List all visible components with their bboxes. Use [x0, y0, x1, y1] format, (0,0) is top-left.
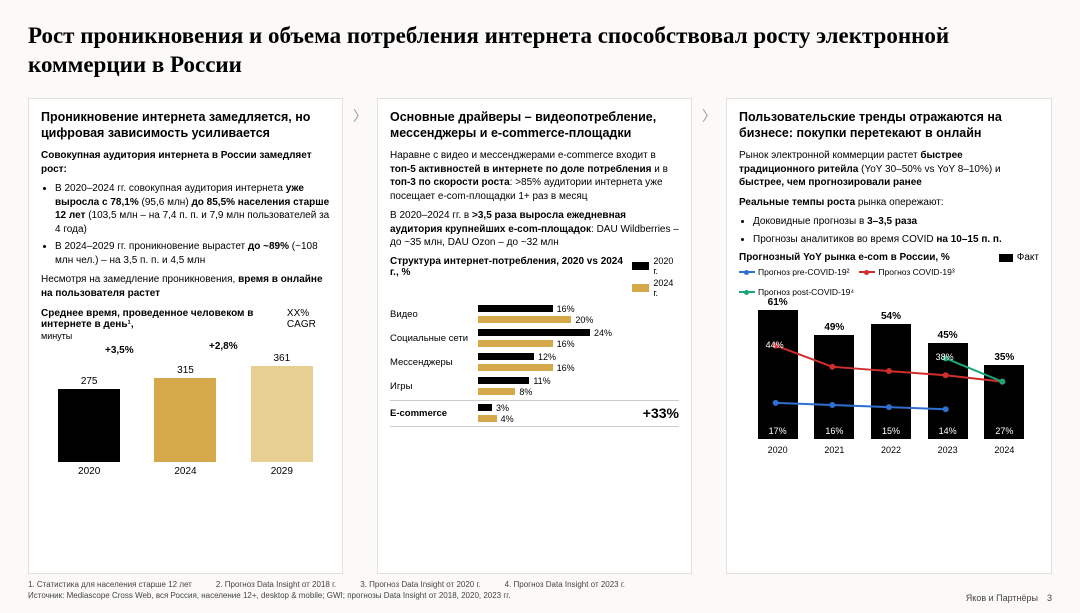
- chart3-legend-item: Прогноз pre-COVID-19²: [739, 267, 849, 277]
- col1-heading: Проникновение интернета замедляется, но …: [41, 109, 330, 142]
- col1-b2: В 2024–2029 гг. проникновение вырастет д…: [55, 240, 330, 267]
- source-line: Источник: Mediascope Cross Web, вся Росс…: [28, 591, 1052, 600]
- col1-bullets: В 2020–2024 гг. совокупная аудитория инт…: [41, 182, 330, 267]
- fact-swatch-icon: [999, 254, 1013, 262]
- chart1-title: Среднее время, проведенное человеком в и…: [41, 308, 287, 330]
- col3-heading: Пользовательские тренды отражаются на би…: [739, 109, 1039, 142]
- chart3-title: Прогнозный YoY рынка e-com в России, %: [739, 252, 950, 263]
- page-title: Рост проникновения и объема потребления …: [28, 22, 1052, 80]
- chart2-legend-item: 2024 г.: [632, 278, 679, 298]
- chart1-bar: 2752020: [54, 376, 124, 477]
- chart1-subtitle: минуты: [41, 331, 330, 341]
- col1-tail: Несмотря на замедление проникновения, вр…: [41, 273, 330, 300]
- chart1-bar: 3152024: [150, 365, 220, 477]
- col-drivers: Основные драйверы – видеопотребление, ме…: [377, 98, 692, 574]
- col1-lead: Совокупная аудитория интернета в России …: [41, 150, 312, 175]
- chart2-row: Игры 11% 8%: [390, 376, 679, 397]
- chart3-fact-label: Факт: [1017, 252, 1039, 263]
- chart2-row: Видео 16% 20%: [390, 304, 679, 325]
- col3-b2: Прогнозы аналитиков во время COVID на 10…: [753, 233, 1039, 247]
- chart2-delta: +33%: [643, 405, 679, 421]
- footnote: 1. Статистика для населения старше 12 ле…: [28, 580, 192, 589]
- chart2-row: Социальные сети 24% 16%: [390, 328, 679, 349]
- col2-heading: Основные драйверы – видеопотребление, ме…: [390, 109, 679, 142]
- footnote: 3. Прогноз Data Insight от 2020 г.: [360, 580, 480, 589]
- chart2-row: E-commerce 3% 4% +33%: [390, 400, 679, 427]
- chart2-title: Структура интернет-потребления, 2020 vs …: [390, 256, 632, 298]
- chart3-legend: Прогноз pre-COVID-19² Прогноз COVID-19³ Пр…: [739, 267, 1039, 297]
- footnotes: 1. Статистика для населения старше 12 ле…: [28, 580, 1052, 589]
- chevron-right-icon: 〉: [351, 98, 369, 574]
- chart2-row: Мессенджеры 12% 16%: [390, 352, 679, 373]
- chart1-cagr: XX% CAGR: [287, 308, 330, 330]
- chart2-legend-item: 2020 г.: [632, 256, 679, 276]
- page-number: 3: [1047, 593, 1052, 603]
- chart1-bar: 3612029: [247, 353, 317, 477]
- chart2-legend: 2020 г.2024 г.: [632, 256, 679, 298]
- col-penetration: Проникновение интернета замедляется, но …: [28, 98, 343, 574]
- col3-b1: Доковидные прогнозы в 3–3,5 раза: [753, 215, 1039, 229]
- col3-bullets: Доковидные прогнозы в 3–3,5 раза Прогноз…: [739, 215, 1039, 246]
- footnote: 2. Прогноз Data Insight от 2018 г.: [216, 580, 336, 589]
- chart3-legend-item: Прогноз COVID-19³: [859, 267, 954, 277]
- chart-avg-time: Среднее время, проведенное человеком в и…: [41, 308, 330, 477]
- chart-consumption-structure: Структура интернет-потребления, 2020 vs …: [390, 256, 679, 427]
- col3-lead2: Реальные темпы роста рынка опережают:: [739, 196, 1039, 210]
- footnote: 4. Прогноз Data Insight от 2023 г.: [505, 580, 625, 589]
- chart-yoy-forecast: Прогнозный YoY рынка e-com в России, % Ф…: [739, 252, 1039, 455]
- chart3-legend-item: Прогноз post-COVID-19⁴: [739, 287, 854, 297]
- col-ecom-growth: Пользовательские тренды отражаются на би…: [726, 98, 1052, 574]
- brand-label: Яков и Партнёры: [966, 593, 1038, 603]
- col1-b1: В 2020–2024 гг. совокупная аудитория инт…: [55, 182, 330, 236]
- col2-p1: Наравне с видео и мессенджерами e-commer…: [390, 149, 679, 203]
- slide: Рост проникновения и объема потребления …: [0, 0, 1080, 613]
- chevron-right-icon: 〉: [700, 98, 718, 574]
- columns-container: Проникновение интернета замедляется, но …: [28, 98, 1052, 574]
- col3-p1: Рынок электронной коммерции растет быстр…: [739, 149, 1039, 190]
- col2-p2: В 2020–2024 гг. в >3,5 раза выросла ежед…: [390, 209, 679, 250]
